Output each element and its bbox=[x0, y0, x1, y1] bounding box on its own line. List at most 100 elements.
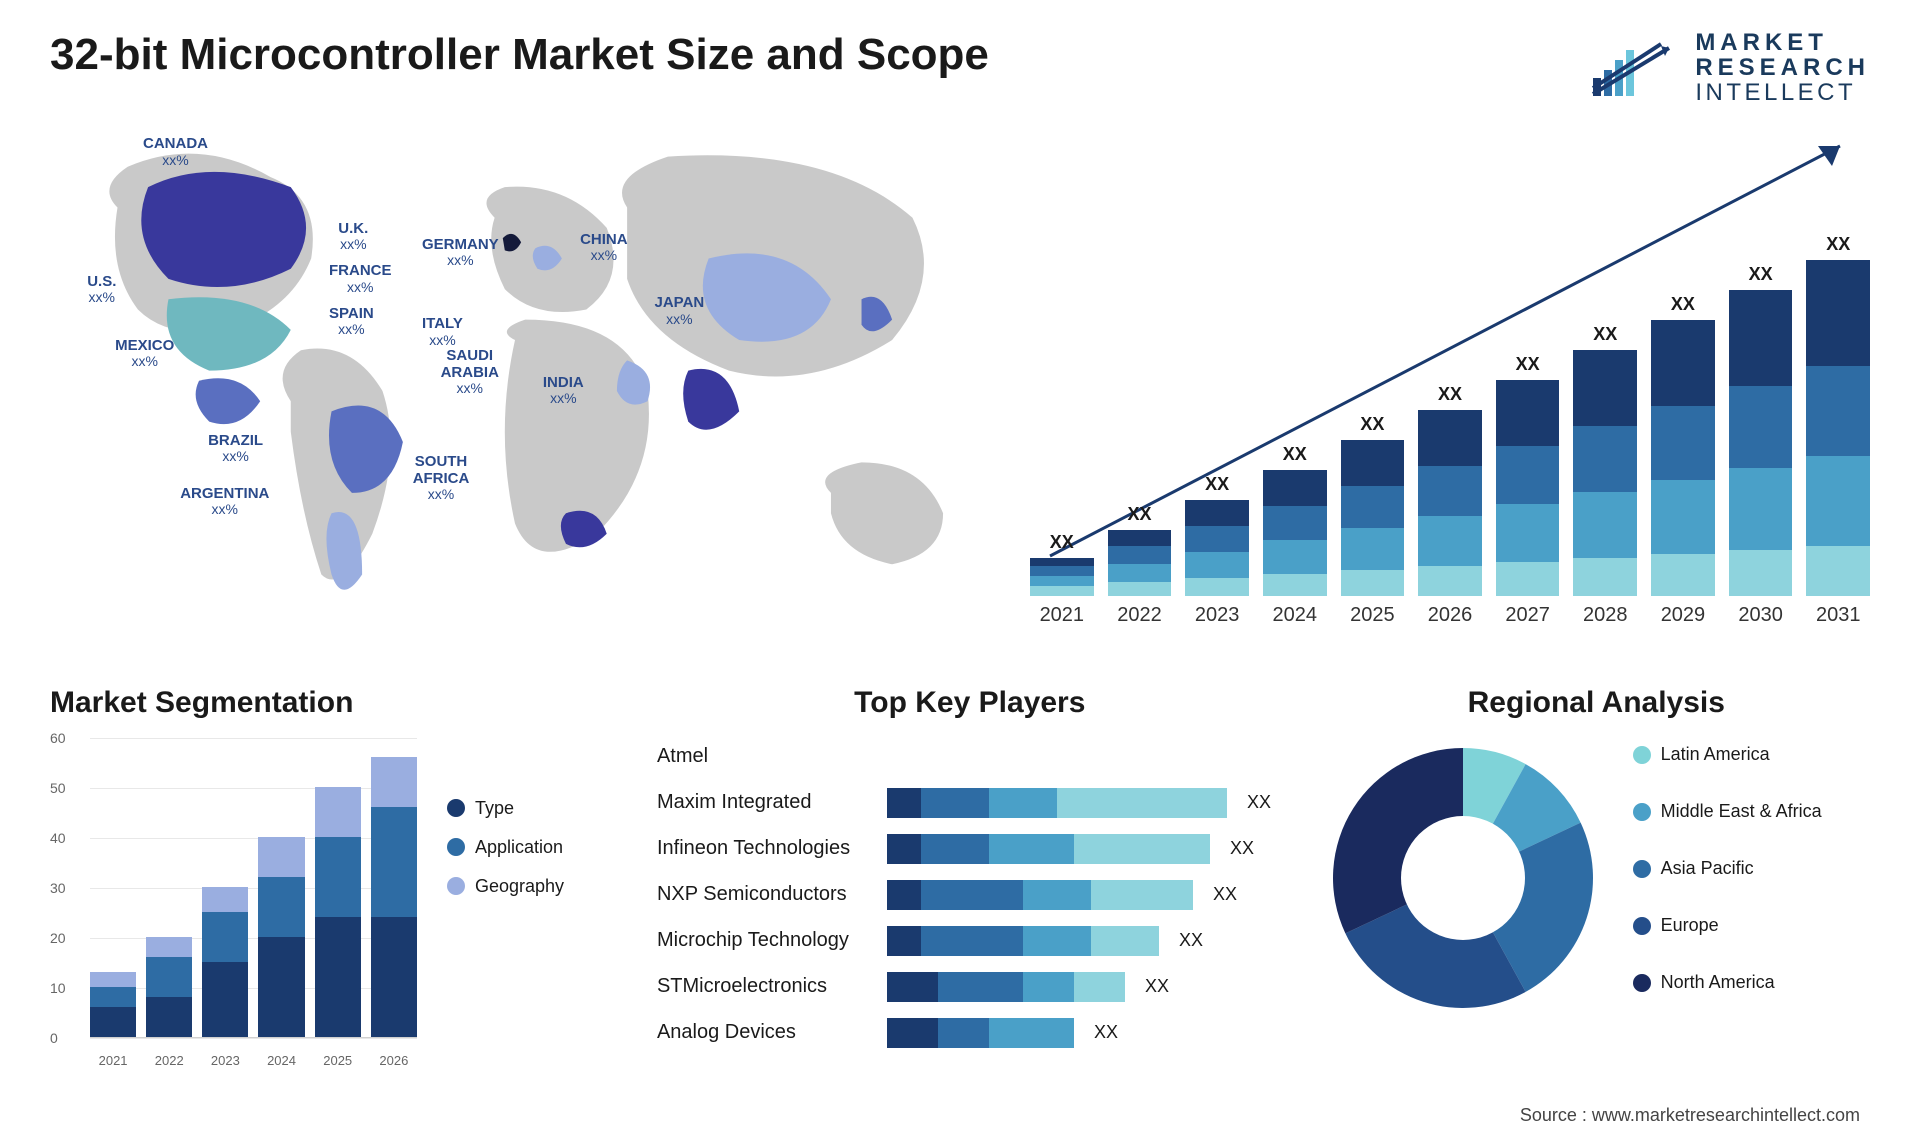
seg-bar-2022 bbox=[146, 738, 192, 1037]
growth-bar-2029: XX bbox=[1651, 320, 1715, 596]
region-legend-item: North America bbox=[1633, 972, 1870, 993]
seg-ytick: 60 bbox=[50, 730, 66, 746]
player-name: STMicroelectronics bbox=[657, 975, 877, 998]
map-label-canada: CANADAxx% bbox=[143, 136, 208, 168]
segmentation-legend: Type Application Geography bbox=[447, 738, 617, 915]
seg-xlabel: 2024 bbox=[258, 1053, 304, 1068]
player-bar bbox=[887, 834, 1210, 864]
growth-bar-2024: XX bbox=[1263, 470, 1327, 596]
player-row: NXP Semiconductors XX bbox=[657, 876, 1283, 914]
regional-panel: Regional Analysis Latin America Middle Ea… bbox=[1323, 686, 1870, 1106]
players-list: AtmelMaxim IntegratedXXInfineon Technolo… bbox=[657, 738, 1283, 1052]
map-label-saudi-arabia: SAUDIARABIAxx% bbox=[441, 348, 499, 396]
growth-bar-2022: XX bbox=[1108, 530, 1172, 596]
player-row: Microchip TechnologyXX bbox=[657, 922, 1283, 960]
seg-ytick: 40 bbox=[50, 830, 66, 846]
player-name: Maxim Integrated bbox=[657, 791, 877, 814]
seg-xlabel: 2022 bbox=[146, 1053, 192, 1068]
player-bar bbox=[887, 788, 1227, 818]
seg-ytick: 10 bbox=[50, 980, 66, 996]
seg-ytick: 0 bbox=[50, 1030, 58, 1046]
seg-bar-2023 bbox=[202, 738, 248, 1037]
player-value: XX bbox=[1230, 838, 1254, 859]
growth-bar-2028: XX bbox=[1573, 350, 1637, 596]
player-name: NXP Semiconductors bbox=[657, 883, 877, 906]
seg-xlabel: 2021 bbox=[90, 1053, 136, 1068]
player-value: XX bbox=[1179, 930, 1203, 951]
player-value: XX bbox=[1094, 1022, 1118, 1043]
map-label-italy: ITALYxx% bbox=[422, 316, 463, 348]
seg-xlabel: 2023 bbox=[202, 1053, 248, 1068]
seg-bar-2021 bbox=[90, 738, 136, 1037]
growth-year-label: 2024 bbox=[1263, 604, 1327, 627]
growth-year-label: 2025 bbox=[1341, 604, 1405, 627]
growth-bar-2031: XX bbox=[1806, 260, 1870, 596]
player-row: Infineon TechnologiesXX bbox=[657, 830, 1283, 868]
map-label-argentina: ARGENTINAxx% bbox=[180, 486, 269, 518]
seg-legend-item: Type bbox=[447, 798, 617, 819]
player-value: XX bbox=[1213, 884, 1237, 905]
map-label-germany: GERMANYxx% bbox=[422, 237, 499, 269]
growth-year-label: 2027 bbox=[1496, 604, 1560, 627]
growth-bar-2021: XX bbox=[1030, 558, 1094, 596]
map-label-mexico: MEXICOxx% bbox=[115, 338, 174, 370]
player-row: Maxim IntegratedXX bbox=[657, 784, 1283, 822]
growth-bar-2023: XX bbox=[1185, 500, 1249, 596]
player-bar bbox=[887, 972, 1125, 1002]
growth-year-label: 2028 bbox=[1573, 604, 1637, 627]
map-label-brazil: BRAZILxx% bbox=[208, 433, 263, 465]
seg-legend-item: Geography bbox=[447, 876, 617, 897]
growth-year-label: 2021 bbox=[1030, 604, 1094, 627]
players-panel: Top Key Players AtmelMaxim IntegratedXXI… bbox=[657, 686, 1283, 1106]
player-bar bbox=[887, 926, 1159, 956]
segmentation-title: Market Segmentation bbox=[50, 686, 617, 720]
growth-bar-2025: XX bbox=[1341, 440, 1405, 596]
seg-ytick: 50 bbox=[50, 780, 66, 796]
growth-year-label: 2029 bbox=[1651, 604, 1715, 627]
map-label-india: INDIAxx% bbox=[543, 375, 584, 407]
brand-logo-block: MARKET RESEARCH INTELLECT bbox=[1591, 30, 1870, 106]
seg-ytick: 20 bbox=[50, 930, 66, 946]
map-label-france: FRANCExx% bbox=[329, 263, 392, 295]
player-name: Analog Devices bbox=[657, 1021, 877, 1044]
growth-chart-panel: XXXXXXXXXXXXXXXXXXXXXX 20212022202320242… bbox=[1020, 126, 1870, 656]
regional-legend: Latin America Middle East & Africa Asia Pa… bbox=[1633, 744, 1870, 1011]
map-label-spain: SPAINxx% bbox=[329, 306, 374, 338]
segmentation-chart bbox=[90, 738, 417, 1038]
growth-bar-2026: XX bbox=[1418, 410, 1482, 596]
player-row: STMicroelectronicsXX bbox=[657, 968, 1283, 1006]
growth-year-label: 2026 bbox=[1418, 604, 1482, 627]
region-legend-item: Europe bbox=[1633, 915, 1870, 936]
map-label-u-k-: U.K.xx% bbox=[338, 221, 368, 253]
growth-bar-chart: XXXXXXXXXXXXXXXXXXXXXX bbox=[1020, 136, 1870, 596]
source-text: Source : www.marketresearchintellect.com bbox=[1520, 1105, 1860, 1126]
regional-title: Regional Analysis bbox=[1323, 686, 1870, 720]
map-label-south-africa: SOUTHAFRICAxx% bbox=[413, 454, 470, 502]
growth-year-label: 2022 bbox=[1108, 604, 1172, 627]
seg-bar-2025 bbox=[315, 738, 361, 1037]
map-label-japan: JAPANxx% bbox=[655, 295, 705, 327]
region-legend-item: Latin America bbox=[1633, 744, 1870, 765]
seg-xlabel: 2025 bbox=[315, 1053, 361, 1068]
growth-year-label: 2023 bbox=[1185, 604, 1249, 627]
player-name: Atmel bbox=[657, 745, 877, 768]
player-row: Analog Devices XX bbox=[657, 1014, 1283, 1052]
growth-bar-2030: XX bbox=[1729, 290, 1793, 596]
region-legend-item: Asia Pacific bbox=[1633, 858, 1870, 879]
players-title: Top Key Players bbox=[657, 686, 1283, 720]
region-legend-item: Middle East & Africa bbox=[1633, 801, 1870, 822]
seg-bar-2026 bbox=[371, 738, 417, 1037]
player-row: Atmel bbox=[657, 738, 1283, 776]
map-label-china: CHINAxx% bbox=[580, 232, 628, 264]
seg-legend-item: Application bbox=[447, 837, 617, 858]
brand-logo-icon bbox=[1591, 38, 1681, 98]
brand-text: MARKET RESEARCH INTELLECT bbox=[1695, 30, 1870, 106]
growth-bar-2027: XX bbox=[1496, 380, 1560, 596]
seg-ytick: 30 bbox=[50, 880, 66, 896]
player-bar bbox=[887, 1018, 1074, 1048]
player-bar bbox=[887, 880, 1193, 910]
seg-xlabel: 2026 bbox=[371, 1053, 417, 1068]
regional-donut bbox=[1323, 738, 1603, 1018]
map-label-u-s-: U.S.xx% bbox=[87, 274, 116, 306]
growth-year-label: 2030 bbox=[1729, 604, 1793, 627]
